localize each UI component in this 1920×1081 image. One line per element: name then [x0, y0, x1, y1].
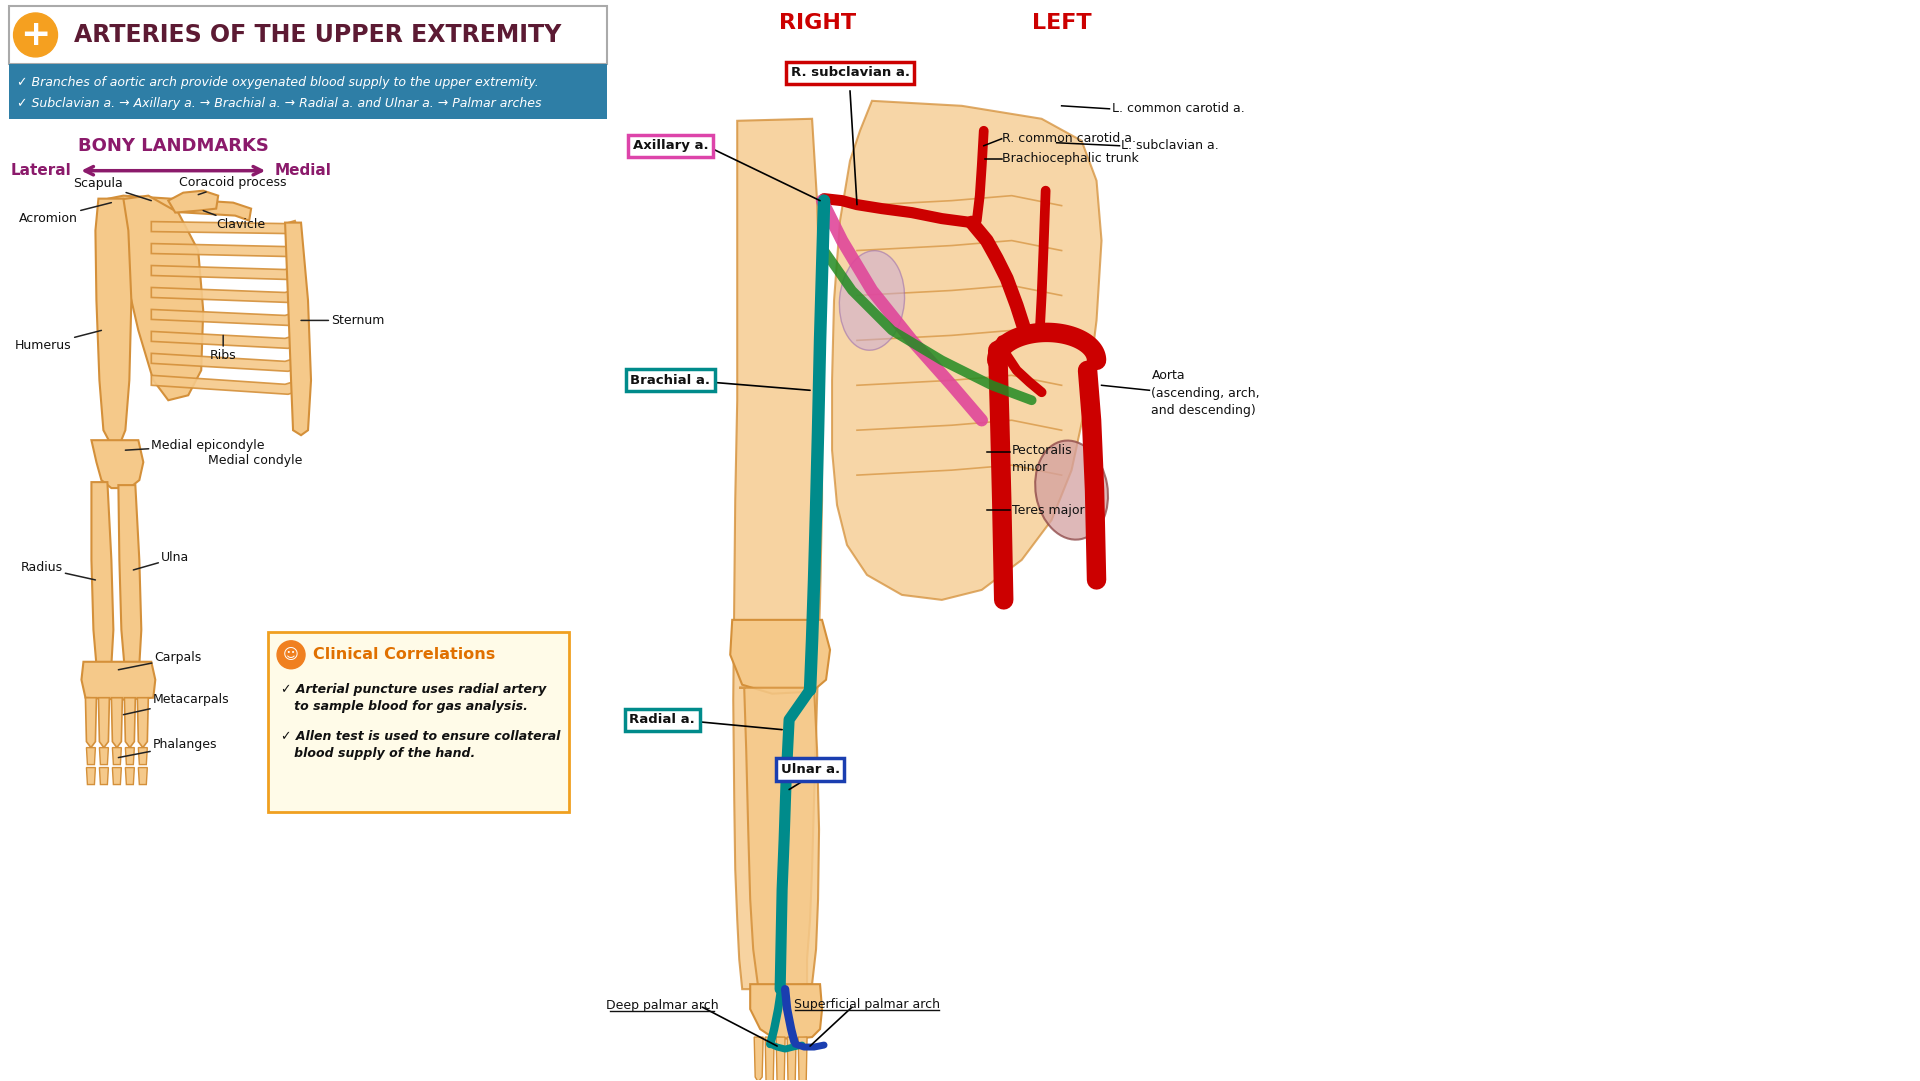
Text: LEFT: LEFT [1031, 13, 1091, 32]
Polygon shape [125, 768, 134, 785]
Polygon shape [169, 190, 219, 213]
Polygon shape [92, 440, 144, 489]
Polygon shape [152, 221, 298, 233]
Polygon shape [113, 768, 121, 785]
Text: Axillary a.: Axillary a. [632, 139, 708, 152]
Polygon shape [100, 768, 108, 785]
Polygon shape [81, 662, 156, 699]
Ellipse shape [1035, 441, 1108, 539]
Text: ✓ Subclavian a. → Axillary a. → Brachial a. → Radial a. and Ulnar a. → Palmar ar: ✓ Subclavian a. → Axillary a. → Brachial… [17, 97, 541, 110]
Text: Metacarpals: Metacarpals [123, 693, 230, 715]
Text: Clavicle: Clavicle [204, 211, 265, 231]
Text: and descending): and descending) [1152, 403, 1256, 417]
Polygon shape [86, 768, 96, 785]
Text: Medial: Medial [275, 163, 332, 178]
Text: Aorta: Aorta [1152, 369, 1185, 382]
Text: blood supply of the hand.: blood supply of the hand. [280, 747, 476, 760]
Polygon shape [113, 748, 121, 764]
Polygon shape [111, 697, 123, 748]
Polygon shape [787, 1037, 797, 1081]
Text: Coracoid process: Coracoid process [179, 176, 286, 195]
Text: +: + [21, 18, 50, 52]
Text: ARTERIES OF THE UPPER EXTREMITY: ARTERIES OF THE UPPER EXTREMITY [75, 23, 563, 46]
Text: ☺: ☺ [282, 648, 300, 663]
Text: Brachiocephalic trunk: Brachiocephalic trunk [1002, 152, 1139, 165]
Polygon shape [831, 101, 1102, 600]
Polygon shape [751, 984, 822, 1039]
Text: minor: minor [1012, 461, 1048, 473]
Polygon shape [96, 199, 131, 445]
Polygon shape [119, 485, 142, 668]
Polygon shape [766, 1037, 774, 1081]
Polygon shape [733, 119, 822, 989]
Text: BONY LANDMARKS: BONY LANDMARKS [79, 136, 269, 155]
Text: Scapula: Scapula [73, 177, 152, 201]
Text: to sample blood for gas analysis.: to sample blood for gas analysis. [280, 699, 528, 712]
Text: Acromion: Acromion [19, 202, 111, 225]
Text: Brachial a.: Brachial a. [630, 374, 710, 387]
Polygon shape [152, 288, 298, 303]
Text: Carpals: Carpals [119, 651, 202, 670]
Text: Radius: Radius [21, 561, 96, 579]
Polygon shape [125, 697, 134, 748]
Polygon shape [284, 223, 311, 436]
Text: Ulnar a.: Ulnar a. [781, 763, 839, 776]
Polygon shape [152, 309, 298, 325]
Text: Deep palmar arch: Deep palmar arch [607, 999, 718, 1012]
Text: Lateral: Lateral [12, 163, 71, 178]
Text: Medial condyle: Medial condyle [207, 454, 303, 467]
Polygon shape [152, 266, 298, 280]
Text: Ribs: Ribs [209, 335, 236, 362]
Text: Sternum: Sternum [301, 313, 384, 326]
Text: Humerus: Humerus [15, 331, 102, 352]
Polygon shape [138, 697, 148, 748]
Polygon shape [776, 1037, 785, 1081]
Polygon shape [84, 697, 96, 748]
Polygon shape [152, 353, 298, 371]
Text: L. common carotid a.: L. common carotid a. [1112, 103, 1244, 116]
Polygon shape [106, 196, 252, 221]
Text: RIGHT: RIGHT [778, 13, 856, 32]
FancyBboxPatch shape [8, 64, 607, 119]
FancyBboxPatch shape [269, 631, 568, 813]
Text: (ascending, arch,: (ascending, arch, [1152, 387, 1260, 400]
Text: L. subclavian a.: L. subclavian a. [1121, 139, 1219, 152]
Ellipse shape [839, 251, 904, 350]
Text: ✓ Arterial puncture uses radial artery: ✓ Arterial puncture uses radial artery [280, 683, 547, 696]
Polygon shape [92, 482, 113, 668]
Text: Pectoralis: Pectoralis [1012, 443, 1073, 456]
Polygon shape [111, 196, 204, 400]
Polygon shape [98, 697, 109, 748]
Circle shape [276, 641, 305, 669]
Polygon shape [152, 332, 298, 348]
Polygon shape [86, 748, 96, 764]
Text: Teres major: Teres major [1012, 504, 1085, 517]
Text: ✓ Allen test is used to ensure collateral: ✓ Allen test is used to ensure collatera… [280, 730, 561, 743]
Text: Phalanges: Phalanges [119, 738, 217, 758]
Polygon shape [739, 688, 820, 987]
Circle shape [13, 13, 58, 57]
Polygon shape [125, 748, 134, 764]
Text: R. subclavian a.: R. subclavian a. [791, 66, 910, 79]
Text: Clinical Correlations: Clinical Correlations [313, 648, 495, 663]
Text: ✓ Branches of aortic arch provide oxygenated blood supply to the upper extremity: ✓ Branches of aortic arch provide oxygen… [17, 77, 538, 90]
Text: Ulna: Ulna [132, 551, 190, 570]
FancyBboxPatch shape [8, 6, 607, 64]
Text: Radial a.: Radial a. [630, 713, 695, 726]
Polygon shape [138, 768, 148, 785]
Polygon shape [152, 243, 298, 256]
Polygon shape [755, 1037, 762, 1081]
Polygon shape [100, 748, 108, 764]
Text: Medial epicondyle: Medial epicondyle [125, 439, 265, 452]
Polygon shape [730, 619, 829, 694]
Text: Superficial palmar arch: Superficial palmar arch [795, 998, 941, 1011]
Polygon shape [152, 375, 298, 395]
Polygon shape [799, 1037, 806, 1081]
Text: R. common carotid a.: R. common carotid a. [1002, 132, 1137, 145]
Polygon shape [138, 748, 148, 764]
